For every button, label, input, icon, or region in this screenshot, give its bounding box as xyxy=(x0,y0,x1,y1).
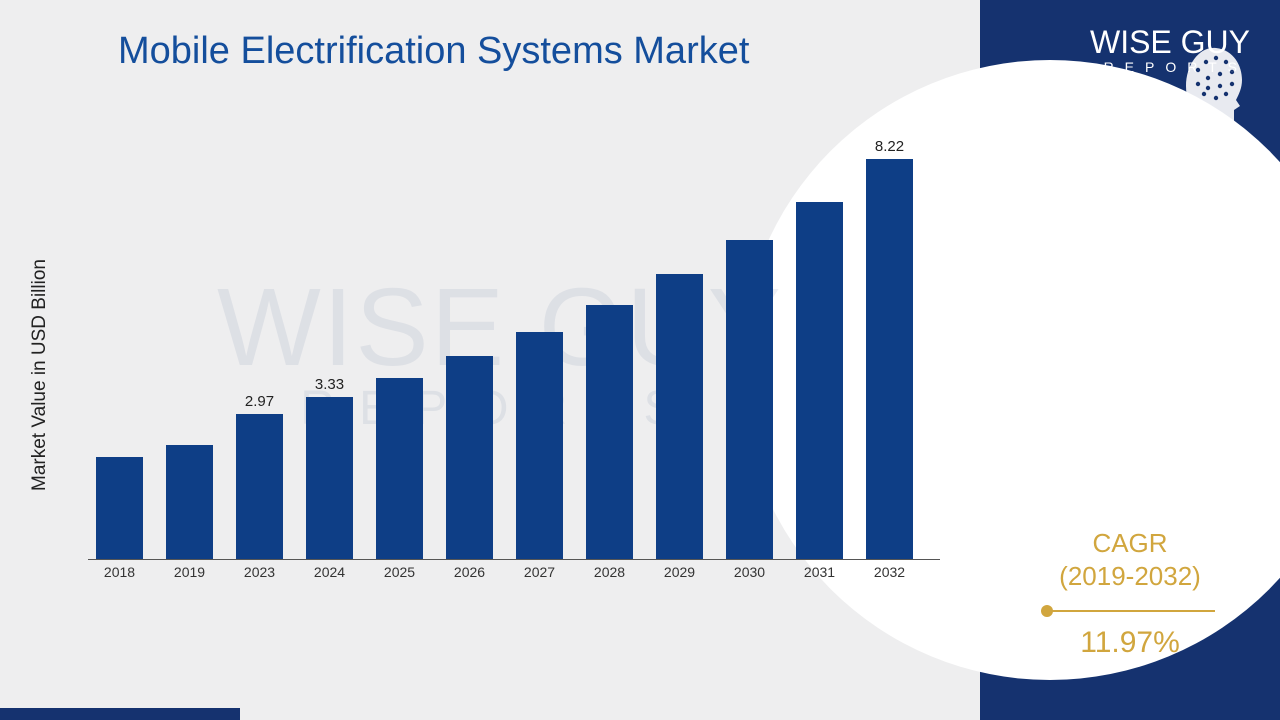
cagr-box: CAGR (2019-2032) 11.97% xyxy=(1020,527,1240,660)
cagr-years: (2019-2032) xyxy=(1020,560,1240,593)
x-tick-label: 2025 xyxy=(384,564,415,580)
chart-title: Mobile Electrification Systems Market xyxy=(118,30,758,74)
x-tick-label: 2027 xyxy=(524,564,555,580)
cagr-divider-line xyxy=(1045,610,1215,612)
x-tick-label: 2026 xyxy=(454,564,485,580)
bar xyxy=(166,445,213,559)
bar-value-label: 8.22 xyxy=(875,138,904,155)
bar xyxy=(96,457,143,559)
x-tick-label: 2032 xyxy=(874,564,905,580)
x-tick-label: 2023 xyxy=(244,564,275,580)
bar xyxy=(586,305,633,560)
x-tick-label: 2030 xyxy=(734,564,765,580)
cagr-label: CAGR xyxy=(1020,527,1240,560)
bar-value-label: 3.33 xyxy=(315,376,344,393)
x-tick-label: 2031 xyxy=(804,564,835,580)
x-tick-label: 2024 xyxy=(314,564,345,580)
bar xyxy=(656,274,703,559)
x-tick-label: 2029 xyxy=(664,564,695,580)
bar-value-label: 2.97 xyxy=(245,393,274,410)
x-tick-label: 2028 xyxy=(594,564,625,580)
plot-area: 201820192.9720233.3320242025202620272028… xyxy=(88,160,940,560)
bar: 8.22 xyxy=(866,159,913,559)
bar xyxy=(446,356,493,559)
brand-logo: WISE GUY REPORTS xyxy=(1090,24,1250,75)
logo-head-icon xyxy=(1176,44,1246,134)
bar-chart: Market Value in USD Billion 201820192.97… xyxy=(60,160,940,590)
cagr-value: 11.97% xyxy=(1020,626,1240,660)
bar xyxy=(796,202,843,559)
x-tick-label: 2019 xyxy=(174,564,205,580)
bar xyxy=(516,332,563,559)
page-root: Mobile Electrification Systems Market WI… xyxy=(0,0,1280,720)
x-tick-label: 2018 xyxy=(104,564,135,580)
bar: 3.33 xyxy=(306,397,353,559)
y-axis-label: Market Value in USD Billion xyxy=(29,259,51,491)
bar: 2.97 xyxy=(236,414,283,559)
bottom-accent-bar xyxy=(0,708,240,720)
bar xyxy=(376,378,423,560)
bar xyxy=(726,240,773,559)
